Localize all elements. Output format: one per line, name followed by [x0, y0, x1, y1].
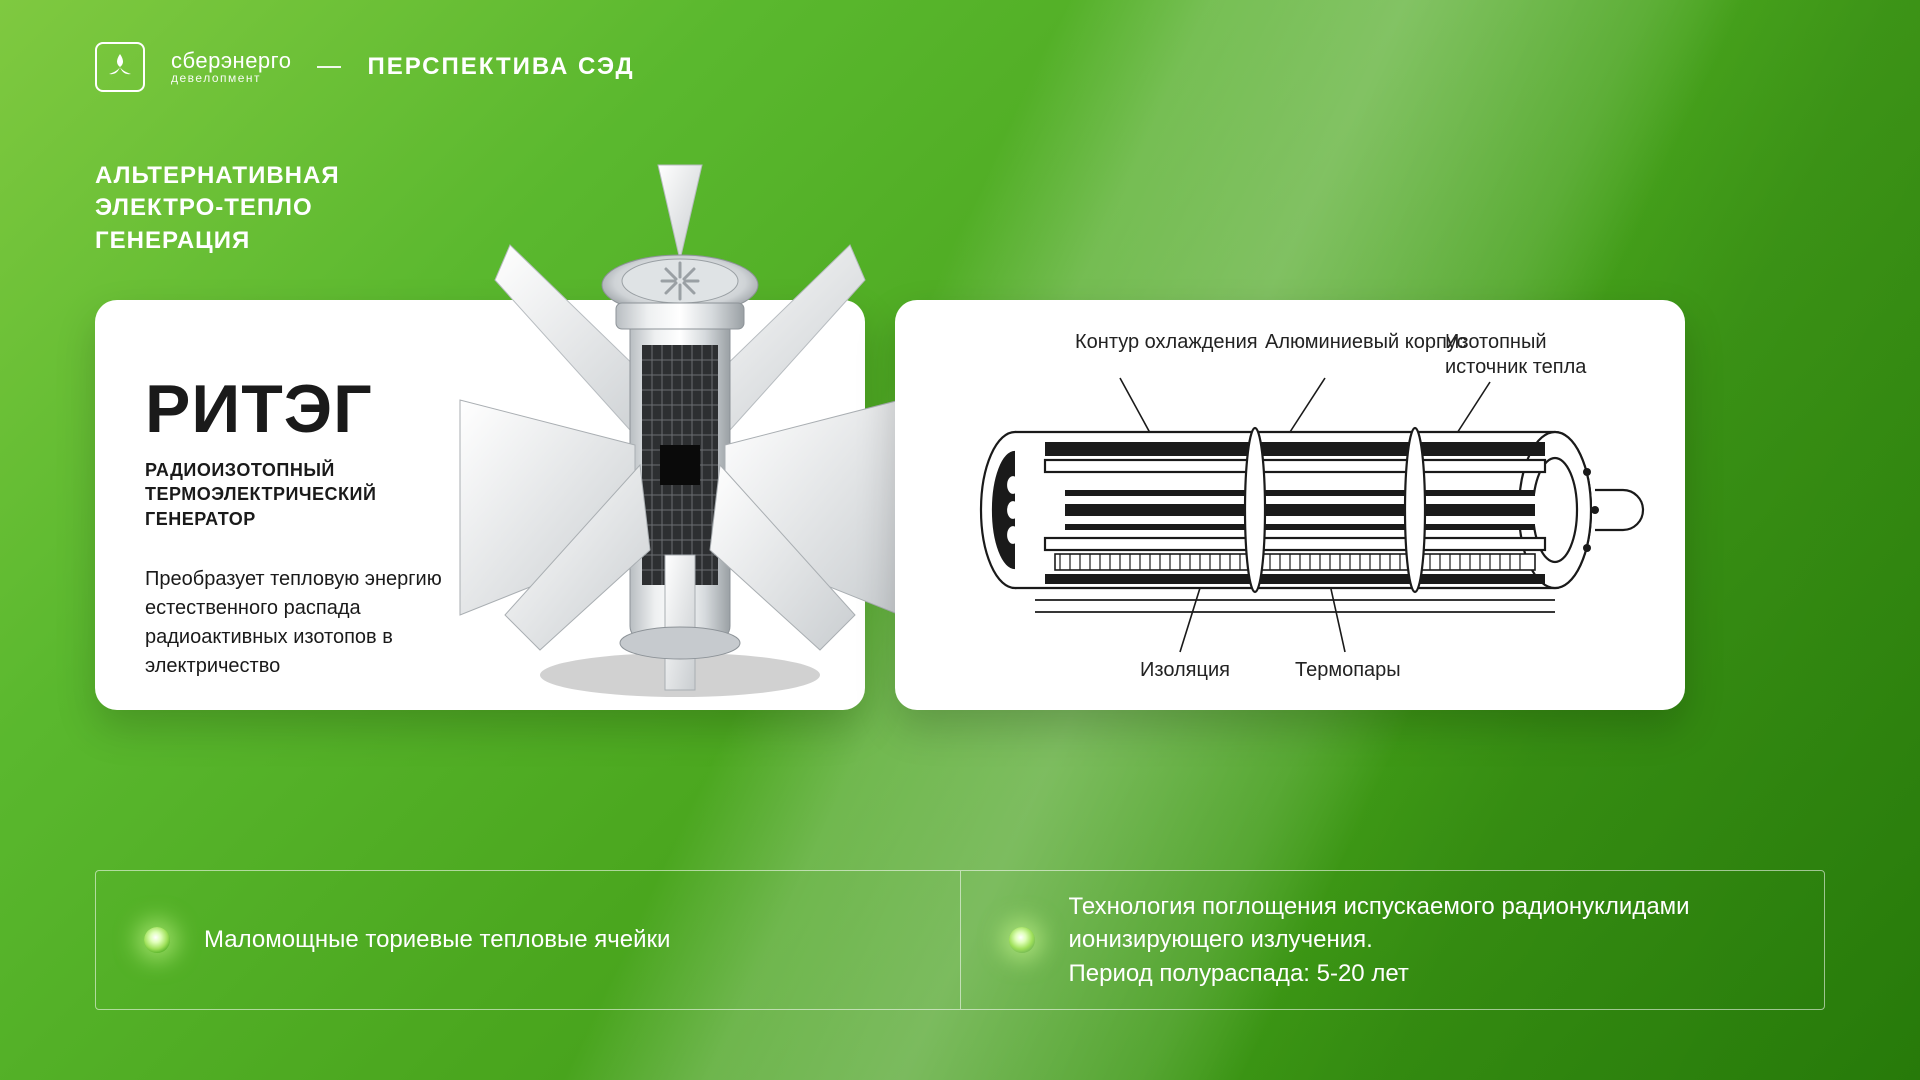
header: сберэнерго девелопмент ПЕРСПЕКТИВА СЭД [95, 42, 635, 92]
card-riteg: РИТЭГ РАДИОИЗОТОПНЫЙ ТЕРМОЭЛЕКТРИЧЕСКИЙ … [95, 300, 865, 710]
brand-wordmark: сберэнерго девелопмент [171, 50, 291, 84]
footer-strip: Маломощные ториевые тепловые ячейки Техн… [95, 870, 1825, 1010]
riteg-description: Преобразует тепловую энергию естественно… [145, 565, 445, 681]
riteg-sub-l1: РАДИОИЗОТОПНЫЙ [145, 458, 376, 482]
header-divider-icon [317, 66, 341, 68]
bullet-icon [1009, 927, 1035, 953]
section-label: АЛЬТЕРНАТИВНАЯ ЭЛЕКТРО-ТЕПЛО ГЕНЕРАЦИЯ [95, 160, 340, 257]
strip-text-1: Маломощные ториевые тепловые ячейки [204, 923, 670, 957]
strip-item-1: Маломощные ториевые тепловые ячейки [96, 871, 960, 1009]
bullet-icon [144, 927, 170, 953]
strip-item-2: Технология поглощения испускаемого радио… [960, 871, 1825, 1009]
brand-line-1: сберэнерго [171, 50, 291, 72]
section-label-l3: ГЕНЕРАЦИЯ [95, 225, 340, 257]
strip-text-2: Технология поглощения испускаемого радио… [1069, 890, 1777, 991]
page-title: ПЕРСПЕКТИВА СЭД [367, 53, 634, 81]
rtg-schematic-icon [895, 300, 1685, 710]
brand-logo-icon [95, 42, 145, 92]
section-label-l2: ЭЛЕКТРО-ТЕПЛО [95, 192, 340, 224]
card-schematic: Контур охлаждения Алюминиевый корпус Изо… [895, 300, 1685, 710]
section-label-l1: АЛЬТЕРНАТИВНАЯ [95, 160, 340, 192]
riteg-subtitle: РАДИОИЗОТОПНЫЙ ТЕРМОЭЛЕКТРИЧЕСКИЙ ГЕНЕРА… [145, 458, 376, 531]
brand-line-2: девелопмент [171, 72, 291, 84]
riteg-sub-l3: ГЕНЕРАТОР [145, 507, 376, 531]
riteg-sub-l2: ТЕРМОЭЛЕКТРИЧЕСКИЙ [145, 482, 376, 506]
riteg-title: РИТЭГ [145, 370, 373, 448]
